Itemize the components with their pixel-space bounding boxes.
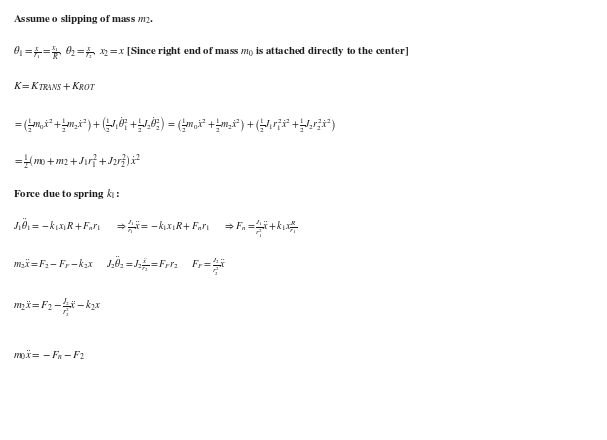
Text: $= \left(\frac{1}{2}m_0\dot{x}^2 + \frac{1}{2}m_2\dot{x}^2\right) + \left(\frac{: $= \left(\frac{1}{2}m_0\dot{x}^2 + \frac… (13, 114, 336, 134)
Text: $K = K_{TRANS} + K_{ROT}$: $K = K_{TRANS} + K_{ROT}$ (13, 80, 96, 92)
Text: $J_1\ddot{\theta}_1 = -k_1x_1R + F_nr_1 \qquad \Rightarrow \frac{J_1}{r_1}\ddot{: $J_1\ddot{\theta}_1 = -k_1x_1R + F_nr_1 … (13, 218, 297, 240)
Text: $m_2\ddot{x} = F_2 - \frac{J_2}{r_2^2}\ddot{x} - k_2x$: $m_2\ddot{x} = F_2 - \frac{J_2}{r_2^2}\d… (13, 297, 101, 320)
Text: Assume o slipping of mass $m_2$.: Assume o slipping of mass $m_2$. (13, 13, 154, 26)
Text: $m_2\ddot{x} = F_2 - F_F - k_2x \qquad J_2\ddot{\theta}_2 = J_2\frac{\ddot{x}}{r: $m_2\ddot{x} = F_2 - F_F - k_2x \qquad J… (13, 257, 226, 279)
Text: $m_0\ddot{x} = -F_n - F_2$: $m_0\ddot{x} = -F_n - F_2$ (13, 349, 85, 362)
Text: Force due to spring $k_1$:: Force due to spring $k_1$: (13, 187, 120, 201)
Text: $= \frac{1}{2}\left(m_0 + m_2 + J_1r_1^2 + J_2r_2^2\right)\dot{x}^2$: $= \frac{1}{2}\left(m_0 + m_2 + J_1r_1^2… (13, 152, 141, 171)
Text: $\theta_1 = \frac{x}{r_1} = \frac{x_1}{R},\; \theta_2 = \frac{x}{r_2},\; x_2 = x: $\theta_1 = \frac{x}{r_1} = \frac{x_1}{R… (13, 44, 409, 62)
